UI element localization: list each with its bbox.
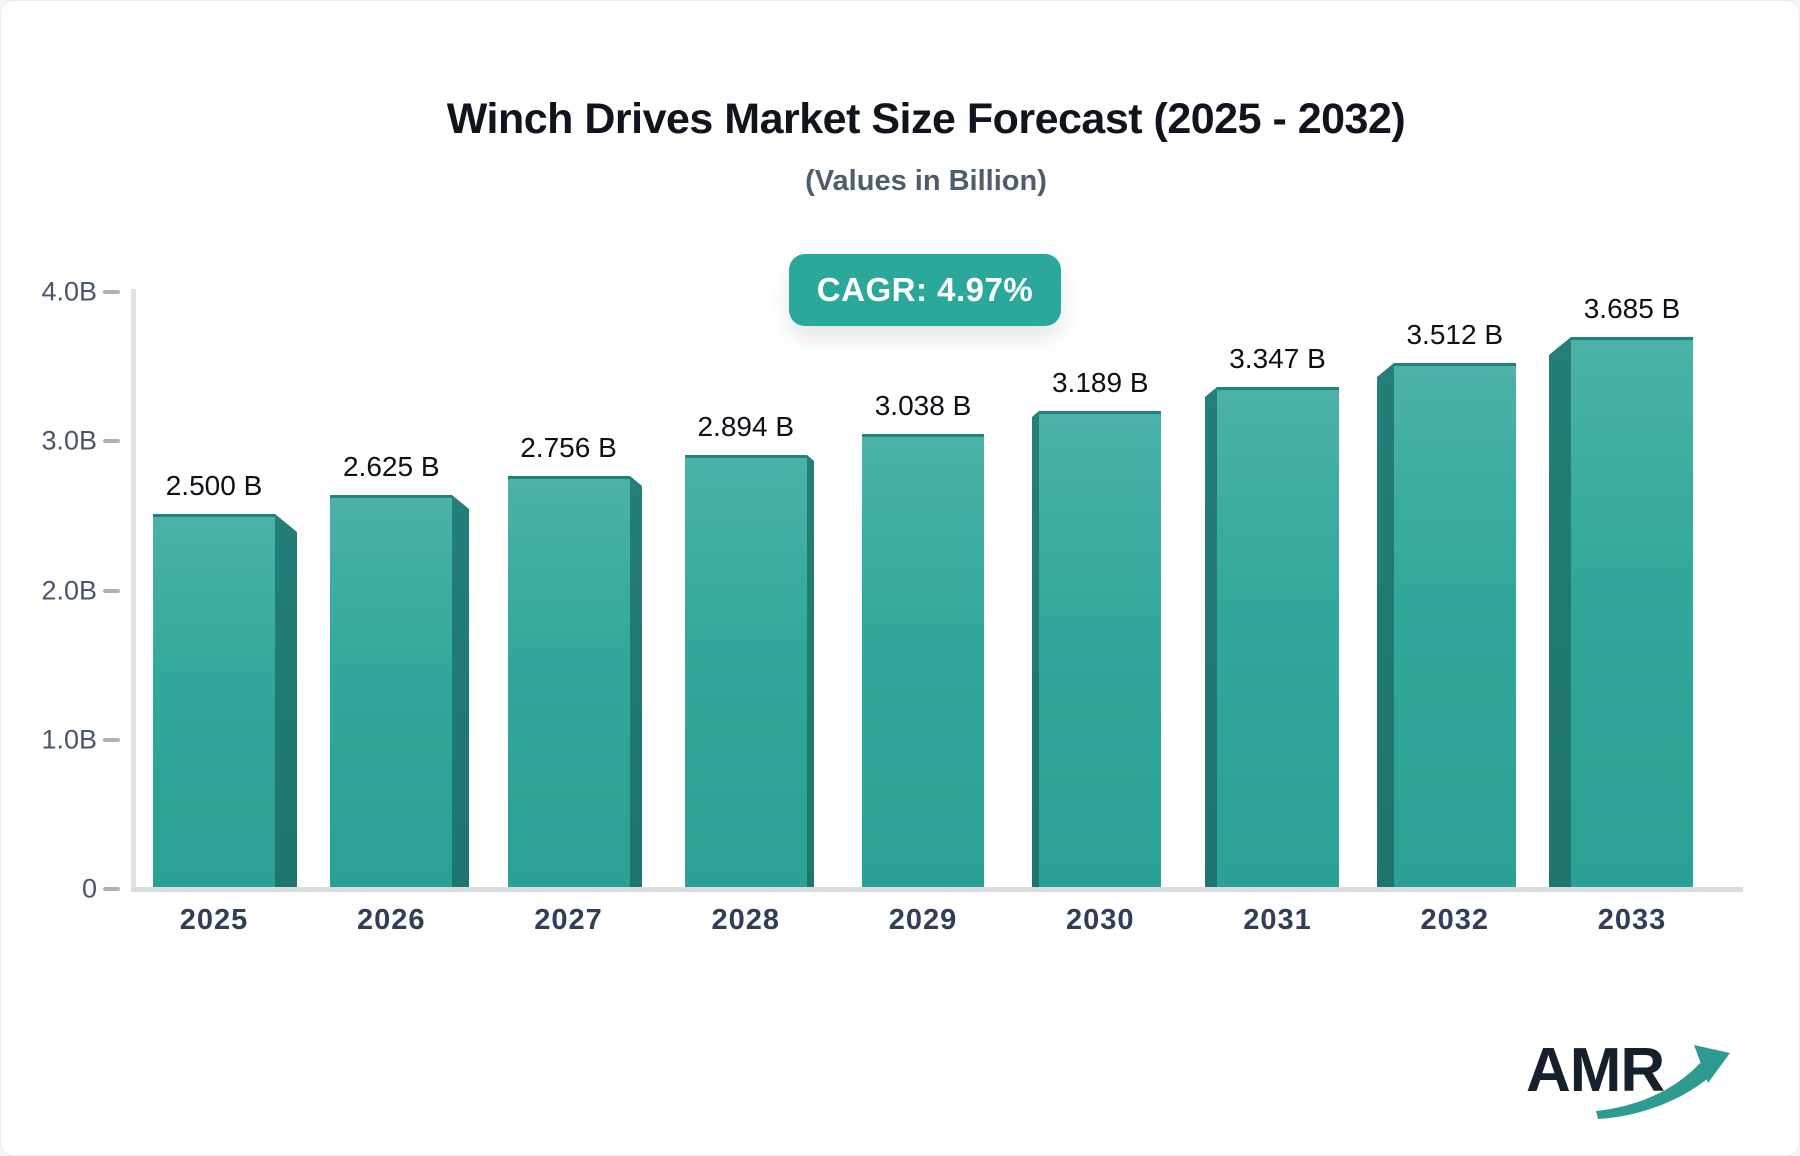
- cagr-badge: CAGR: 4.97%: [789, 254, 1061, 326]
- bar-2033: [1571, 337, 1693, 887]
- bar-side-2025: [275, 514, 297, 887]
- bar-value-label-2026: 2.625 B: [342, 451, 440, 482]
- y-tick-mark: [103, 439, 120, 444]
- y-tick-label-3.0B: 3.0B: [41, 425, 97, 456]
- x-axis-label-2028: 2028: [711, 904, 781, 936]
- bar-side-2031: [1205, 387, 1217, 887]
- x-axis-label-2029: 2029: [888, 904, 958, 936]
- y-tick-mark: [103, 737, 120, 742]
- x-axis-label-2033: 2033: [1597, 904, 1667, 936]
- y-tick-label-0: 0: [81, 873, 97, 904]
- bar-2031: [1217, 387, 1339, 887]
- bar-side-2027: [630, 476, 642, 887]
- x-axis-label-2030: 2030: [1065, 904, 1135, 936]
- bar-side-2028: [807, 455, 814, 887]
- amr-logo: AMR: [1526, 1031, 1736, 1121]
- amr-logo-text: AMR: [1526, 1036, 1665, 1105]
- bar-value-label-2031: 3.347 B: [1229, 343, 1326, 374]
- y-tick-label-2.0B: 2.0B: [41, 575, 97, 605]
- bar-value-label-2033: 3.685 B: [1583, 293, 1681, 324]
- cagr-badge-label: CAGR: 4.97%: [816, 271, 1034, 308]
- y-tick-label-1.0B: 1.0B: [41, 724, 97, 755]
- bar-value-label-2027: 2.756 B: [520, 432, 617, 463]
- bar-side-2026: [452, 495, 469, 887]
- chart-subtitle: (Values in Billion): [805, 165, 1047, 197]
- chart-title: Winch Drives Market Size Forecast (2025 …: [446, 95, 1406, 143]
- bar-value-label-2032: 3.512 B: [1406, 319, 1504, 350]
- bar-2032: [1394, 363, 1516, 887]
- x-axis-line: [131, 887, 1743, 892]
- bar-side-2032: [1377, 363, 1394, 887]
- x-axis-label-2027: 2027: [534, 904, 603, 936]
- x-axis-label-2025: 2025: [179, 904, 249, 936]
- y-tick-mark: [103, 887, 120, 891]
- bar-2030: [1039, 411, 1161, 887]
- bar-2027: [508, 476, 630, 887]
- y-tick-mark: [103, 290, 120, 294]
- y-axis-line: [131, 289, 136, 890]
- x-axis-label-2026: 2026: [356, 904, 426, 936]
- bar-2025: [153, 514, 275, 887]
- x-axis-label-2031: 2031: [1243, 904, 1312, 936]
- bar-2026: [330, 495, 452, 887]
- x-axis-label-2032: 2032: [1420, 904, 1490, 936]
- bar-side-2030: [1032, 411, 1039, 887]
- y-tick-mark: [103, 588, 120, 593]
- bar-2028: [685, 455, 807, 887]
- y-tick-label-4.0B: 4.0B: [41, 276, 97, 307]
- growth-arrow-icon: [1596, 1045, 1730, 1119]
- bar-side-2033: [1549, 337, 1571, 887]
- bar-value-label-2028: 2.894 B: [697, 411, 795, 442]
- bar-value-label-2030: 3.189 B: [1051, 367, 1149, 398]
- bar-2029: [862, 434, 984, 887]
- bar-value-label-2029: 3.038 B: [874, 390, 972, 421]
- bar-value-label-2025: 2.500 B: [165, 470, 263, 501]
